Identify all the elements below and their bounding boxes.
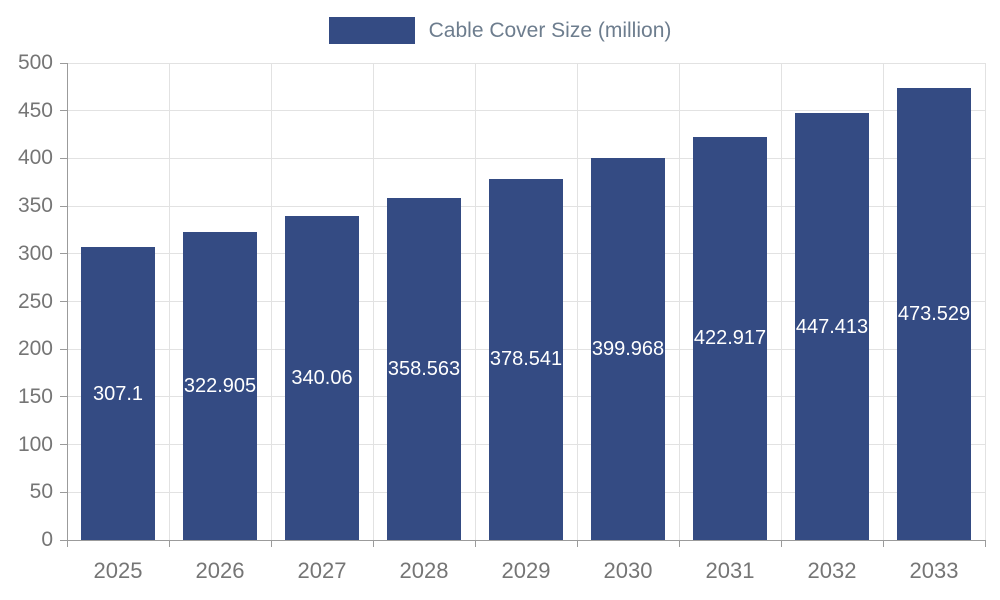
bar xyxy=(489,178,563,540)
y-tick-mark xyxy=(60,539,67,541)
v-gridline xyxy=(270,63,272,540)
bar-value-label: 422.917 xyxy=(693,327,767,350)
v-gridline xyxy=(372,63,374,540)
y-tick-mark xyxy=(60,157,67,159)
y-tick-mark xyxy=(60,396,67,398)
y-tick-label: 0 xyxy=(41,528,53,551)
x-tick-label: 2029 xyxy=(501,558,551,583)
bar xyxy=(693,136,767,540)
y-tick-mark xyxy=(60,301,67,302)
x-tick-mark xyxy=(270,540,272,547)
y-tick-mark xyxy=(60,348,67,350)
v-gridline xyxy=(780,63,782,540)
bar-value-label: 473.529 xyxy=(897,303,971,326)
bar xyxy=(81,247,155,540)
x-tick-mark xyxy=(474,540,476,547)
y-tick-mark xyxy=(60,491,67,493)
x-tick-mark xyxy=(66,540,68,547)
x-tick-label: 2030 xyxy=(603,558,653,583)
bar-value-label: 399.968 xyxy=(591,338,665,361)
bar xyxy=(183,231,257,540)
x-axis-line xyxy=(67,539,985,541)
legend-label: Cable Cover Size (million) xyxy=(428,18,672,42)
y-axis-line xyxy=(66,63,68,541)
y-tick-label: 150 xyxy=(17,384,53,408)
x-tick-label: 2026 xyxy=(195,558,245,583)
v-gridline xyxy=(882,63,884,540)
bar xyxy=(387,197,461,540)
y-tick-mark xyxy=(60,205,67,207)
y-tick-label: 300 xyxy=(17,241,53,265)
legend-swatch xyxy=(328,17,415,44)
h-gridline xyxy=(67,157,985,159)
x-tick-mark xyxy=(984,540,986,547)
x-tick-mark xyxy=(372,540,374,547)
x-tick-label: 2033 xyxy=(909,558,959,583)
bar-value-label: 307.1 xyxy=(92,382,144,405)
bar xyxy=(285,215,359,540)
x-tick-mark xyxy=(576,540,578,547)
y-tick-label: 200 xyxy=(17,337,53,361)
bar-value-label: 322.905 xyxy=(183,374,257,397)
x-tick-mark xyxy=(678,540,680,547)
y-tick-mark xyxy=(60,253,67,255)
bar xyxy=(897,88,971,540)
y-tick-mark xyxy=(60,444,67,446)
bar-value-label: 447.413 xyxy=(795,315,869,338)
bar-value-label: 358.563 xyxy=(387,357,461,380)
v-gridline xyxy=(984,63,986,540)
bar xyxy=(795,113,869,540)
legend[interactable]: Cable Cover Size (million) xyxy=(0,17,1000,44)
y-tick-label: 250 xyxy=(17,289,53,313)
y-tick-label: 100 xyxy=(17,432,53,456)
bar-value-label: 340.06 xyxy=(291,366,353,389)
x-tick-label: 2025 xyxy=(93,558,143,583)
x-tick-label: 2031 xyxy=(705,558,755,583)
v-gridline xyxy=(678,63,680,540)
x-tick-mark xyxy=(882,540,884,547)
y-tick-mark xyxy=(60,62,67,64)
v-gridline xyxy=(474,63,476,540)
h-gridline xyxy=(67,110,985,112)
bar xyxy=(591,158,665,540)
x-tick-mark xyxy=(168,540,170,547)
y-tick-label: 400 xyxy=(17,146,53,170)
x-tick-label: 2028 xyxy=(399,558,449,583)
y-tick-label: 500 xyxy=(17,51,53,74)
h-gridline xyxy=(67,62,985,64)
y-tick-label: 350 xyxy=(17,194,53,218)
v-gridline xyxy=(576,63,578,540)
bar-value-label: 378.541 xyxy=(489,348,563,371)
x-tick-label: 2027 xyxy=(297,558,347,583)
y-tick-mark xyxy=(60,110,67,112)
x-tick-mark xyxy=(780,540,782,547)
x-tick-label: 2032 xyxy=(807,558,857,583)
y-tick-label: 50 xyxy=(29,480,53,504)
v-gridline xyxy=(168,63,170,540)
y-tick-label: 450 xyxy=(17,98,53,122)
